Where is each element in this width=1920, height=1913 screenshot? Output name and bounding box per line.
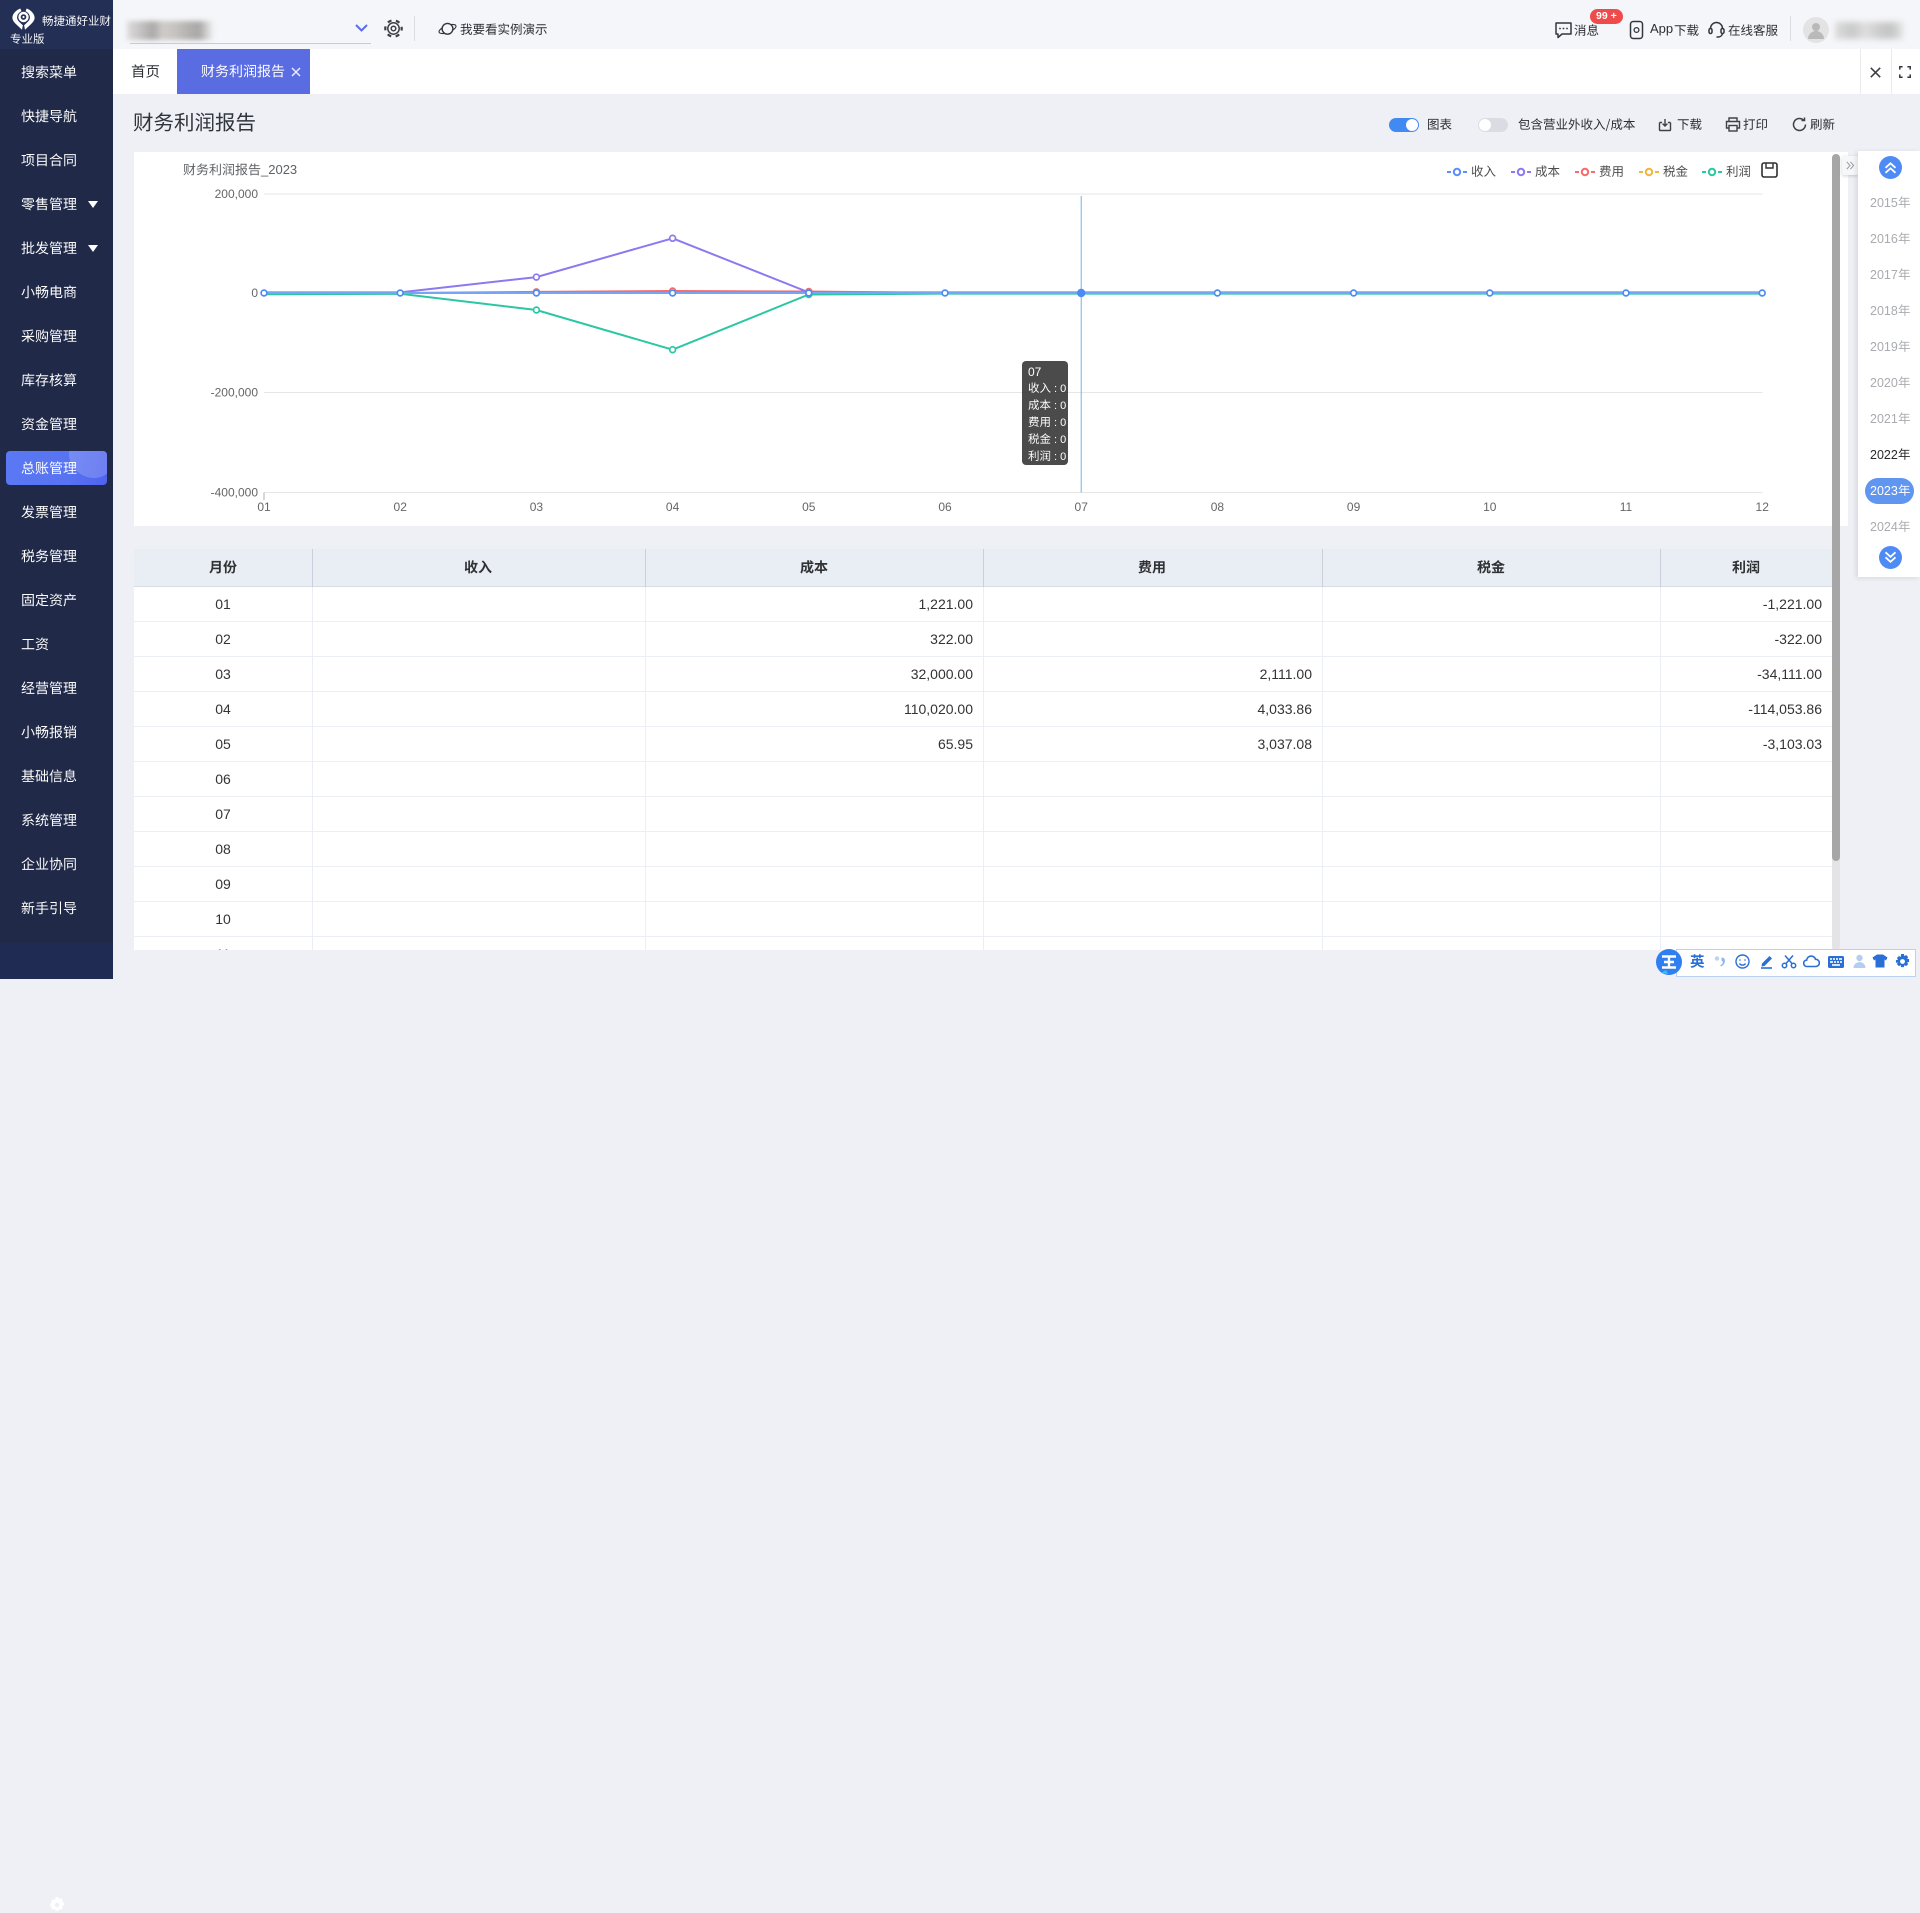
svg-text:200,000: 200,000	[215, 187, 259, 201]
svg-text:02: 02	[394, 500, 408, 514]
svg-text:06: 06	[938, 500, 952, 514]
svg-text:11: 11	[1620, 500, 1633, 514]
svg-text:0: 0	[251, 286, 258, 300]
svg-text:04: 04	[666, 500, 680, 514]
svg-text:01: 01	[257, 500, 271, 514]
svg-text:12: 12	[1756, 500, 1770, 514]
svg-text:10: 10	[1483, 500, 1497, 514]
svg-text:03: 03	[530, 500, 544, 514]
svg-text:05: 05	[802, 500, 816, 514]
svg-text:-200,000: -200,000	[211, 386, 259, 400]
svg-text:08: 08	[1211, 500, 1225, 514]
svg-text:-400,000: -400,000	[211, 486, 259, 500]
svg-text:09: 09	[1347, 500, 1361, 514]
svg-text:07: 07	[1075, 500, 1089, 514]
